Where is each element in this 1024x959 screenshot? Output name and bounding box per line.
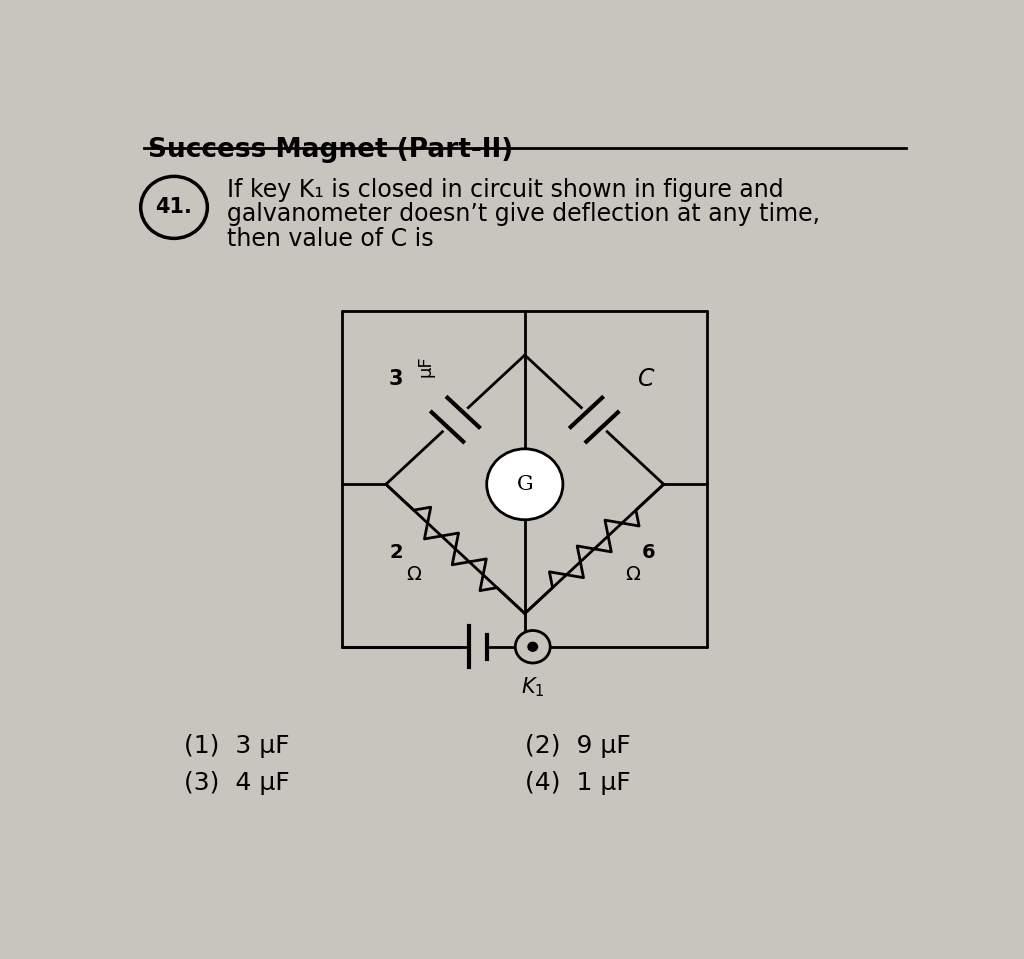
Text: 3: 3: [388, 369, 403, 389]
Text: 6: 6: [641, 543, 655, 562]
Circle shape: [528, 643, 538, 651]
Text: 2: 2: [389, 543, 402, 562]
Circle shape: [515, 630, 550, 663]
Circle shape: [486, 449, 563, 520]
Text: G: G: [516, 475, 534, 494]
Text: galvanometer doesn’t give deflection at any time,: galvanometer doesn’t give deflection at …: [227, 202, 820, 226]
Text: (1)  3 μF: (1) 3 μF: [183, 735, 289, 759]
Text: C: C: [638, 367, 654, 391]
Text: Success Magnet (Part-II): Success Magnet (Part-II): [147, 137, 513, 163]
Text: If key K₁ is closed in circuit shown in figure and: If key K₁ is closed in circuit shown in …: [227, 177, 783, 201]
Text: then value of C is: then value of C is: [227, 226, 434, 250]
Text: Ω: Ω: [625, 565, 640, 583]
Text: Ω: Ω: [406, 565, 421, 583]
Text: μF: μF: [416, 356, 434, 377]
Text: (4)  1 μF: (4) 1 μF: [524, 771, 631, 795]
Text: $K_1$: $K_1$: [521, 675, 545, 699]
Text: (3)  4 μF: (3) 4 μF: [183, 771, 290, 795]
Text: (2)  9 μF: (2) 9 μF: [524, 735, 631, 759]
Text: 41.: 41.: [156, 198, 193, 218]
